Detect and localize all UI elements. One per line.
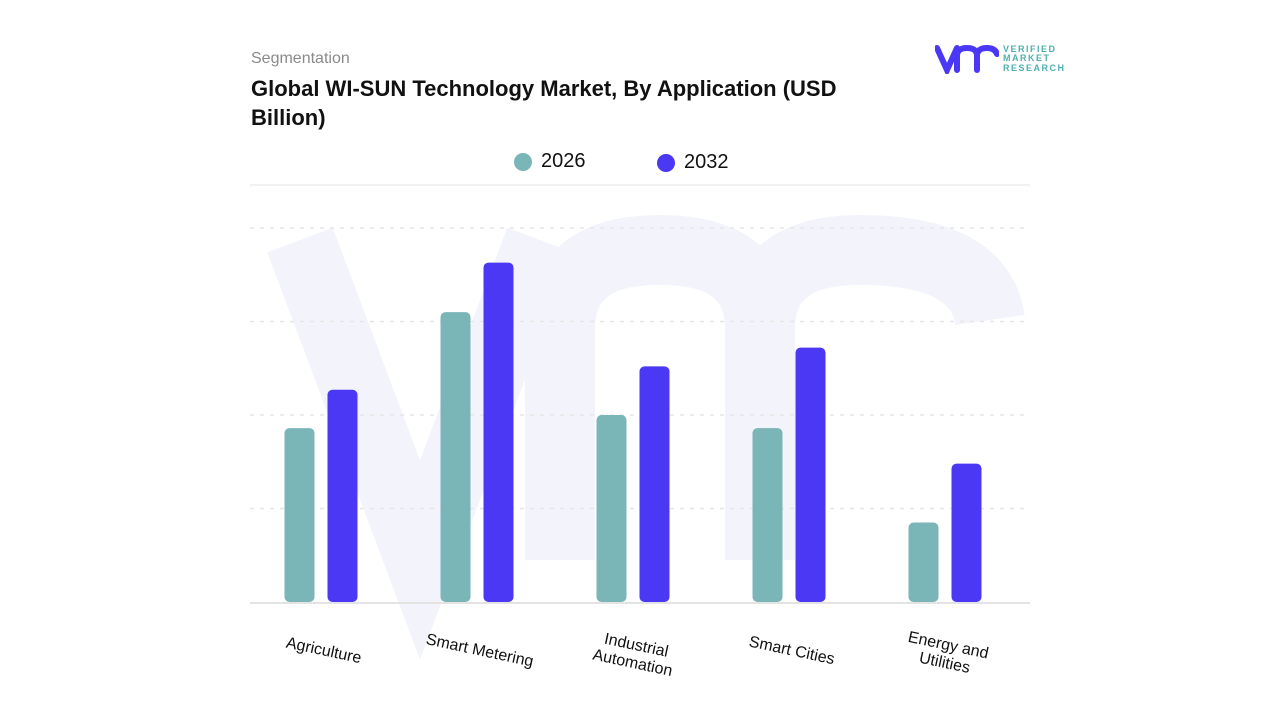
vmr-logo-icon (935, 44, 999, 74)
segment-label: Segmentation (251, 50, 350, 67)
bar-2032-4 (951, 463, 982, 602)
bar-2032-1 (483, 262, 514, 602)
bar-2032-3 (795, 347, 826, 602)
bar-2026-3 (752, 428, 783, 602)
legend-item-2026: 2026 (514, 150, 586, 173)
bar-2026-0 (284, 428, 315, 602)
bar-2026-1 (440, 312, 471, 602)
legend-label-2032: 2032 (684, 151, 729, 173)
bar-2032-0 (327, 389, 358, 602)
logo: VERIFIED MARKET RESEARCH (935, 44, 1066, 74)
logo-text-3: RESEARCH (1003, 62, 1066, 73)
bar-2026-2 (596, 415, 627, 602)
legend-swatch-2032 (657, 153, 675, 172)
chart-title: Global WI-SUN Technology Market, By Appl… (251, 76, 837, 130)
legend-item-2032: 2032 (657, 151, 729, 174)
logo-text-2: MARKET (1003, 53, 1051, 64)
bar-2032-2 (639, 366, 670, 602)
legend-swatch-2026 (514, 152, 532, 171)
bar-2026-4 (908, 522, 939, 602)
legend-label-2026: 2026 (541, 150, 586, 172)
logo-text-1: VERIFIED (1003, 43, 1057, 54)
